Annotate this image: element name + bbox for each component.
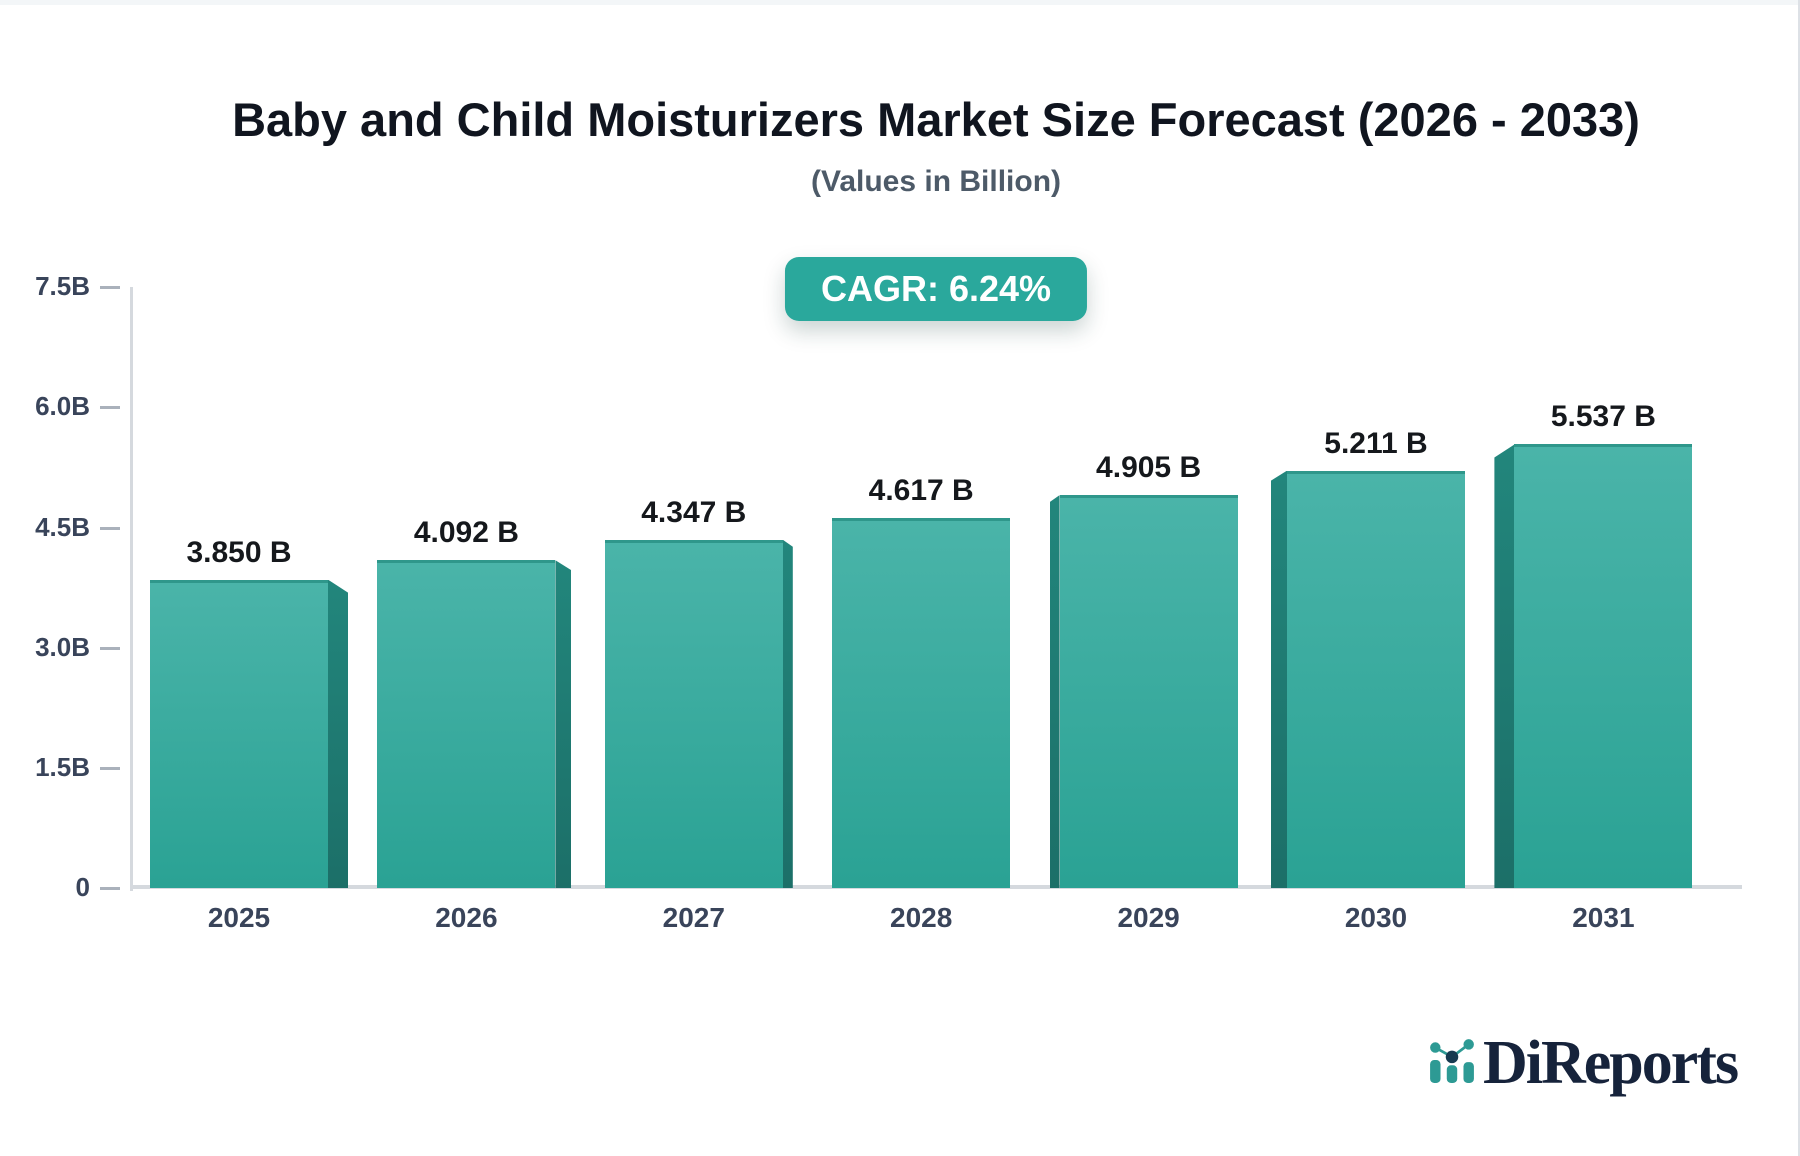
bar-side-face (328, 579, 348, 888)
y-tick-label: 0 (75, 872, 90, 902)
bar-value-label: 4.617 B (868, 474, 974, 508)
chart-subtitle: (Values in Billion) (810, 165, 1062, 198)
chart-title: Baby and Child Moisturizers Market Size … (232, 93, 1640, 146)
y-tick-dash (100, 887, 120, 890)
logo-text: DiReports (1483, 1029, 1739, 1097)
y-tick-dash (100, 766, 120, 770)
bar-value-label: 4.347 B (641, 495, 747, 529)
y-tick-label: 3.0B (35, 631, 90, 662)
bar-2030 (1287, 470, 1465, 888)
y-tick-dash (100, 406, 120, 410)
x-tick-label: 2029 (1117, 902, 1180, 933)
cagr-badge: CAGR: 6.24% (784, 257, 1088, 321)
bar-side-face (1494, 444, 1515, 888)
x-tick-label: 2026 (435, 902, 498, 933)
x-tick-label: 2030 (1344, 902, 1408, 933)
bar-2028 (832, 518, 1011, 888)
y-tick-label: 1.5B (35, 751, 90, 782)
chart-header: Baby and Child Moisturizers Market Size … (130, 0, 1742, 340)
bar-2026 (377, 560, 556, 888)
bar-2025 (150, 579, 328, 888)
logo-chart-icon (1430, 1039, 1474, 1083)
y-tick-label: 7.5B (35, 271, 90, 302)
bar-value-label: 5.537 B (1550, 400, 1656, 434)
bar-value-label: 3.850 B (186, 535, 292, 569)
y-tick-label: 4.5B (35, 511, 90, 542)
y-tick-dash (100, 286, 120, 290)
bar-value-label: 5.211 B (1324, 426, 1428, 460)
x-tick-label: 2028 (890, 902, 953, 933)
y-tick-dash (100, 526, 120, 530)
bar-side-face (1049, 495, 1060, 888)
page-top-edge (0, 0, 1800, 5)
y-axis-line (130, 287, 133, 891)
y-tick-label: 6.0B (35, 391, 90, 422)
bar-side-face (555, 560, 572, 888)
bar-2031 (1514, 444, 1693, 888)
bar-2027 (604, 539, 783, 888)
bar-value-label: 4.905 B (1096, 451, 1202, 485)
direports-logo: DiReports (1428, 1029, 1739, 1097)
bar-side-face (782, 539, 793, 888)
x-tick-label: 2027 (662, 902, 725, 933)
bar-value-label: 4.092 B (413, 516, 519, 550)
x-tick-label: 2031 (1572, 902, 1635, 933)
y-tick-dash (100, 646, 120, 650)
x-tick-label: 2025 (207, 902, 271, 933)
page-right-edge (1798, 0, 1800, 1156)
bar-side-face (1271, 470, 1287, 888)
bar-2029 (1059, 495, 1238, 888)
